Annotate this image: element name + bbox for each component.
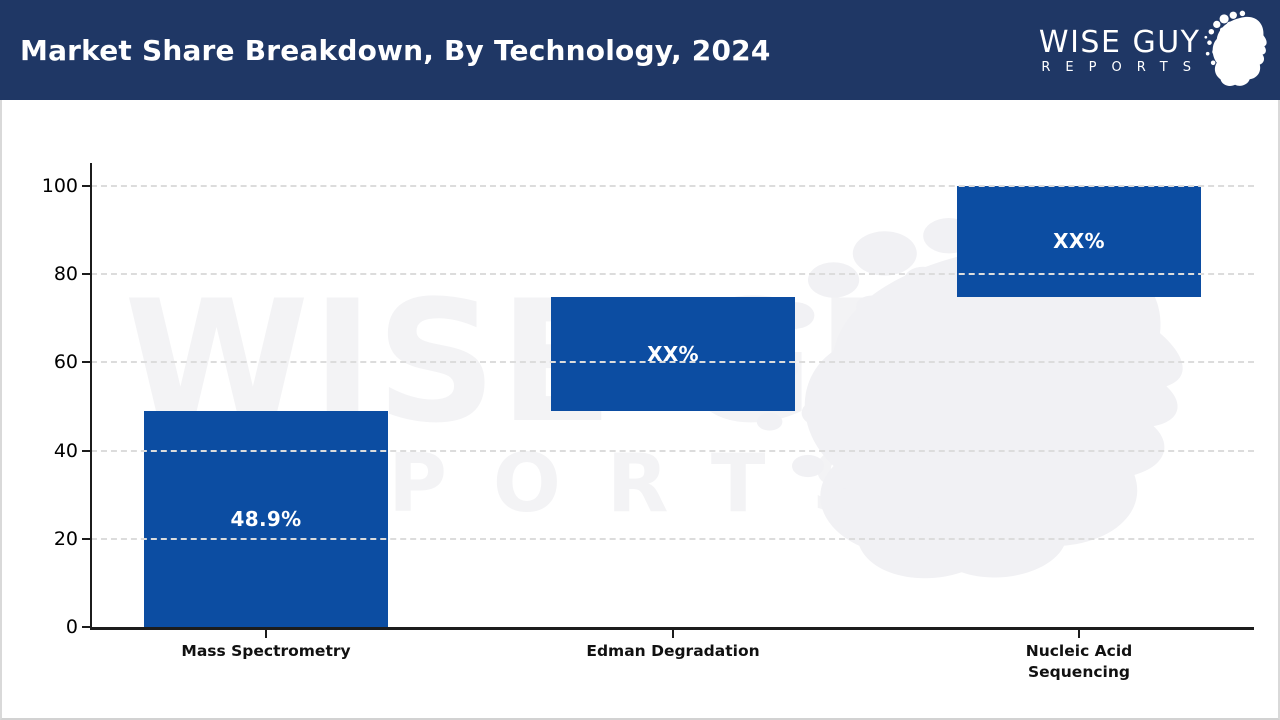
y-tick <box>82 273 90 276</box>
x-tick <box>672 630 674 638</box>
brand-logo-text: WISE GUY REPORTS <box>1033 26 1206 75</box>
y-tick-label: 0 <box>65 616 78 638</box>
plot-area: WISE GUY REPORTS 0 20 40 60 80 100 48.9% XX% XX%… <box>0 100 1280 720</box>
category-label: Nucleic Acid Sequencing <box>1025 642 1133 681</box>
brand-logo: WISE GUY REPORTS <box>1033 8 1268 92</box>
brand-subtitle: REPORTS <box>1041 59 1206 75</box>
gridline <box>91 273 1254 276</box>
y-tick <box>82 361 90 364</box>
bar-segment: XX% <box>551 296 795 412</box>
bar-value-label: XX% <box>1053 229 1105 254</box>
x-tick <box>265 630 267 638</box>
chart-title: Market Share Breakdown, By Technology, 2… <box>20 33 771 67</box>
y-tick-label: 80 <box>53 263 78 286</box>
bar-segment: XX% <box>957 186 1201 297</box>
y-tick <box>82 449 90 452</box>
y-axis-line <box>90 163 92 630</box>
dotted-face-icon <box>1204 10 1267 86</box>
category-label: Mass Spectrometry <box>181 642 351 660</box>
gridline <box>91 185 1254 187</box>
y-tick <box>82 185 90 187</box>
y-tick <box>82 626 90 628</box>
gridline <box>91 449 1254 452</box>
y-tick <box>82 537 90 540</box>
gridline <box>91 537 1254 540</box>
y-tick-label: 20 <box>53 527 78 550</box>
y-tick-label: 100 <box>41 175 78 197</box>
x-axis-line <box>90 627 1254 630</box>
gridline <box>91 361 1254 364</box>
header: Market Share Breakdown, By Technology, 2… <box>0 0 1280 100</box>
category-label: Edman Degradation <box>586 642 760 660</box>
y-tick-label: 60 <box>53 351 78 374</box>
bar-value-label: 48.9% <box>230 507 302 532</box>
bar-segment: 48.9% <box>144 411 388 627</box>
y-tick-label: 40 <box>53 439 78 462</box>
brand-name: WISE GUY <box>1038 24 1201 60</box>
x-tick <box>1078 630 1080 638</box>
